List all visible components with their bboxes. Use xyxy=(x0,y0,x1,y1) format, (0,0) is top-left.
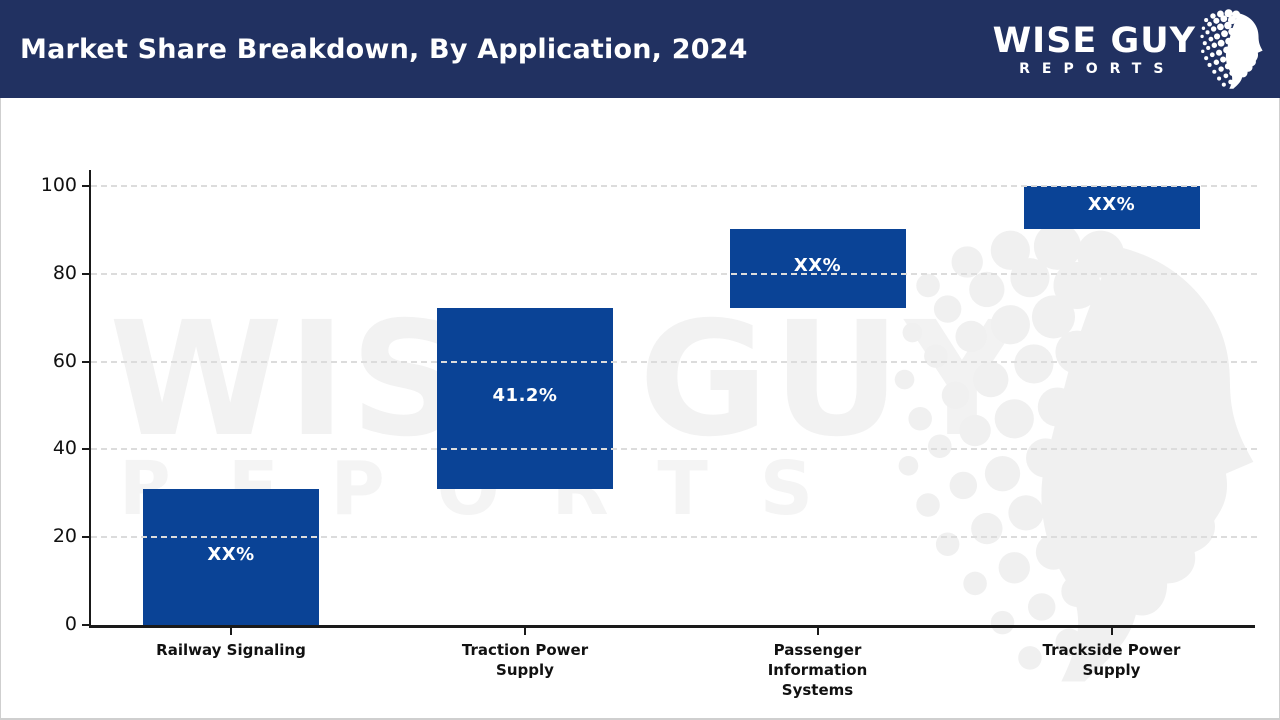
x-category-label-line: Traction Power xyxy=(461,641,589,659)
x-category-label: Railway Signaling xyxy=(116,640,346,660)
x-category-label-line: Railway Signaling xyxy=(156,641,306,659)
x-tick-mark xyxy=(230,627,232,635)
y-tick-label: 100 xyxy=(40,174,77,196)
bar-value-label: XX% xyxy=(207,543,255,565)
y-tick-label: 60 xyxy=(52,349,77,372)
x-category-label-line: Passenger xyxy=(773,641,862,659)
y-tick-label: 20 xyxy=(52,525,77,548)
bar-segment xyxy=(729,228,906,309)
y-tick-mark xyxy=(82,185,89,187)
y-gridline xyxy=(91,272,1257,275)
y-tick-mark xyxy=(82,536,89,539)
bar-value-label: XX% xyxy=(793,255,842,277)
x-category-label: Traction Power Supply xyxy=(410,640,640,680)
page-title: Market Share Breakdown, By Application, … xyxy=(20,33,748,65)
y-tick-mark xyxy=(82,360,89,363)
x-category-label-line: Supply xyxy=(1082,661,1141,679)
x-axis-line xyxy=(89,625,1255,628)
y-tick-label: 80 xyxy=(52,261,77,284)
x-category-label-line: Supply xyxy=(496,661,554,679)
bar-segment xyxy=(143,488,319,625)
x-category-label: Passenger Information Systems xyxy=(703,640,933,700)
y-gridline xyxy=(91,360,1257,363)
logo-text: WISE GUY REPORTS xyxy=(993,23,1196,77)
x-category-label-line: Information xyxy=(767,661,868,679)
y-gridline xyxy=(91,536,1257,539)
x-tick-mark xyxy=(524,627,526,635)
y-tick-mark xyxy=(82,624,89,626)
bar-value-label: XX% xyxy=(1087,194,1136,216)
x-category-label-line: Systems xyxy=(781,681,854,699)
logo-head-icon xyxy=(1200,9,1263,89)
wise-guy-logo: WISE GUY REPORTS xyxy=(993,9,1266,91)
y-tick-mark xyxy=(82,272,89,275)
logo-subtitle: REPORTS xyxy=(1019,60,1176,77)
chart-area: WISE GUY REPORTS 0 20 40 60 80 100 XX% 41.2% XX%… xyxy=(0,98,1280,720)
x-category-label: Trackside Power Supply xyxy=(997,640,1227,680)
logo-wordmark: WISE GUY xyxy=(992,21,1196,62)
y-gridline xyxy=(91,448,1257,451)
bar-value-label: 41.2% xyxy=(492,385,558,407)
header: Market Share Breakdown, By Application, … xyxy=(0,0,1280,98)
y-tick-label: 0 xyxy=(64,613,77,635)
bar-segment xyxy=(437,308,613,489)
x-category-label-line: Trackside Power xyxy=(1042,641,1181,659)
x-tick-mark xyxy=(1110,627,1113,635)
y-tick-label: 40 xyxy=(52,437,77,460)
x-tick-mark xyxy=(816,627,819,635)
y-gridline xyxy=(91,185,1257,187)
bar-segment xyxy=(1023,186,1200,229)
y-tick-mark xyxy=(82,448,89,451)
y-axis-line xyxy=(89,170,91,627)
